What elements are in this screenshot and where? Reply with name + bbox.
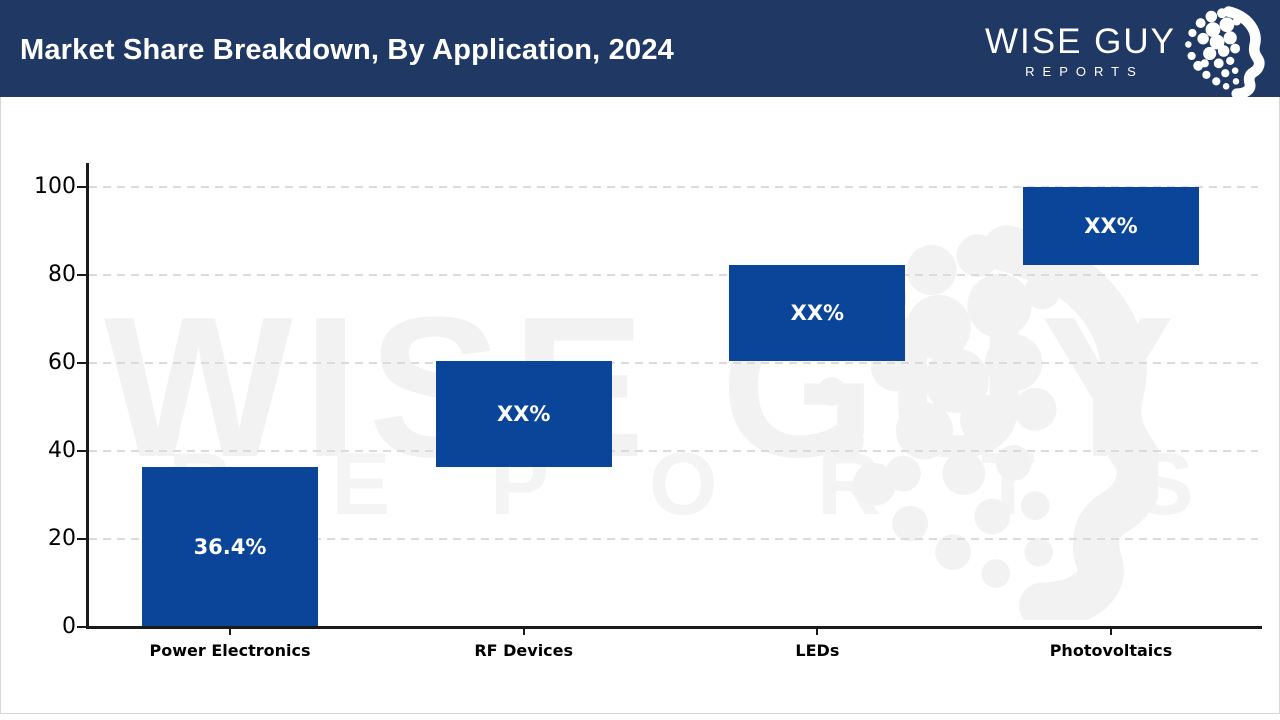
y-tick-label-100: 100 bbox=[34, 174, 76, 199]
chart-title: Market Share Breakdown, By Application, … bbox=[20, 34, 674, 66]
bar-value-label: XX% bbox=[790, 300, 845, 325]
bar-value-label: XX% bbox=[496, 401, 551, 426]
y-tick-label-80: 80 bbox=[48, 262, 76, 287]
bar-leds: XX% bbox=[729, 264, 906, 361]
y-tick-60 bbox=[77, 362, 88, 364]
logo-subtext: REPORTS bbox=[1025, 63, 1144, 79]
x-category-label: Power Electronics bbox=[149, 641, 311, 660]
y-tick-0 bbox=[77, 626, 88, 628]
x-category-label: RF Devices bbox=[474, 641, 574, 660]
y-tick-80 bbox=[77, 274, 88, 276]
gridline-100 bbox=[89, 186, 1258, 188]
bar-photovoltaics: XX% bbox=[1023, 187, 1199, 265]
logo-wordmark: WISE GUY bbox=[984, 21, 1176, 61]
gridline-40 bbox=[89, 450, 1258, 452]
y-tick-20 bbox=[77, 538, 88, 540]
bar-power-electronics: 36.4% bbox=[142, 466, 318, 627]
logo-text: WISE GUY REPORTS bbox=[985, 24, 1176, 78]
y-tick-40 bbox=[77, 450, 88, 452]
y-tick-100 bbox=[77, 186, 88, 188]
gridline-60 bbox=[89, 362, 1258, 364]
x-tick-2 bbox=[522, 627, 525, 635]
x-axis-line bbox=[86, 625, 1262, 629]
y-tick-label-40: 40 bbox=[48, 438, 76, 463]
y-axis-line bbox=[86, 163, 89, 628]
bar-rf-devices: XX% bbox=[435, 360, 612, 467]
x-tick-4 bbox=[1110, 627, 1112, 635]
y-tick-label-0: 0 bbox=[62, 614, 76, 639]
bar-value-label: XX% bbox=[1084, 213, 1138, 238]
y-tick-label-20: 20 bbox=[48, 526, 76, 551]
x-tick-3 bbox=[816, 627, 819, 635]
gridline-80 bbox=[89, 274, 1258, 276]
wiseguy-logo: WISE GUY REPORTS bbox=[985, 5, 1266, 97]
y-tick-label-60: 60 bbox=[48, 350, 76, 375]
x-category-label: Photovoltaics bbox=[1049, 641, 1173, 660]
x-tick-1 bbox=[229, 627, 231, 635]
gridline-20 bbox=[89, 538, 1258, 540]
bar-value-label: 36.4% bbox=[193, 534, 267, 559]
x-category-label: LEDs bbox=[795, 641, 840, 660]
header-bar: Market Share Breakdown, By Application, … bbox=[0, 0, 1280, 97]
